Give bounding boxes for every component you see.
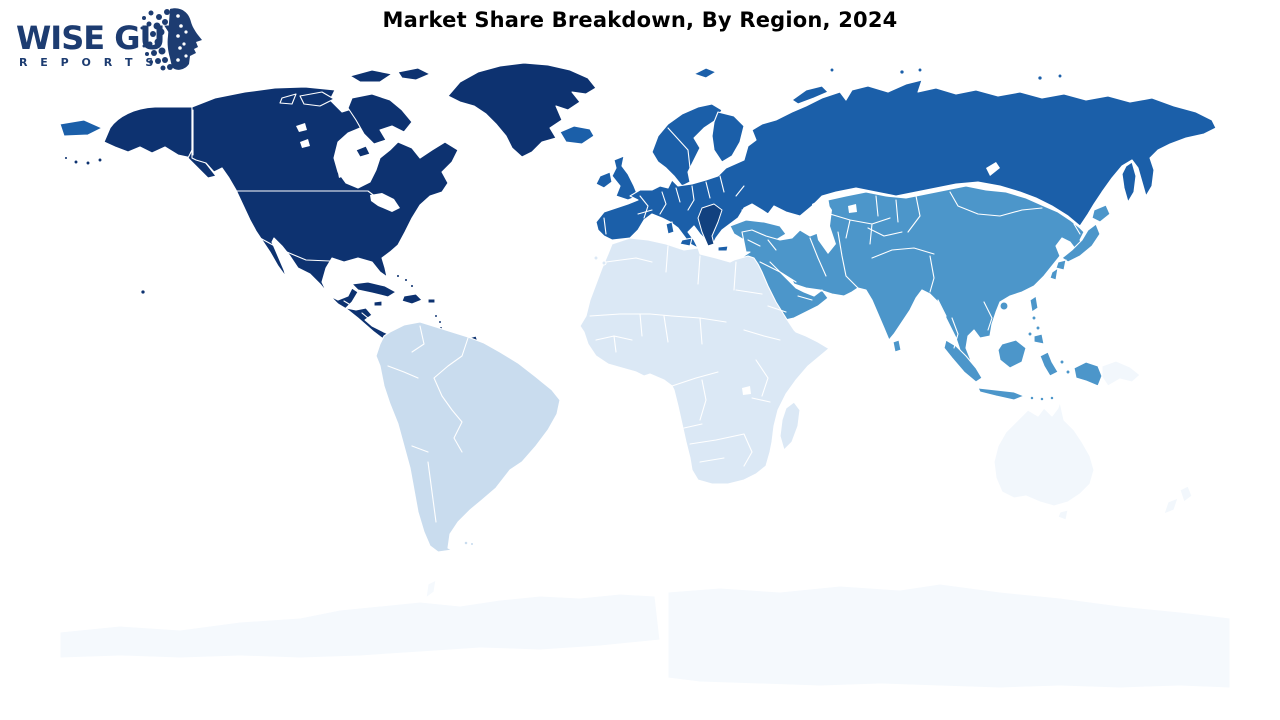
victoria-island xyxy=(299,91,335,107)
balkans xyxy=(697,203,723,247)
java xyxy=(977,387,1025,401)
ellesmere-island xyxy=(349,69,393,83)
australia xyxy=(993,401,1095,507)
region-north-america xyxy=(63,62,597,359)
antarctica-east xyxy=(667,583,1231,689)
bahamas xyxy=(395,273,401,279)
page-title: Market Share Breakdown, By Region, 2024 xyxy=(382,8,898,32)
sumatra xyxy=(943,339,983,383)
scandinavia xyxy=(651,103,723,187)
franz-josef-land xyxy=(829,67,835,73)
arctic-island xyxy=(397,67,431,81)
borneo xyxy=(997,339,1027,369)
alaska xyxy=(103,106,193,159)
taiwan xyxy=(1049,267,1059,281)
great-slave-lake xyxy=(300,139,310,148)
region-africa xyxy=(579,237,833,485)
lake-victoria xyxy=(742,386,751,395)
tasmania xyxy=(1057,509,1069,521)
baffin-island xyxy=(347,93,413,145)
hokkaido xyxy=(1091,204,1111,223)
finland xyxy=(711,111,745,163)
new-zealand-north xyxy=(1179,485,1193,503)
region-south-america xyxy=(375,321,561,553)
canada-us-mexico-mainland xyxy=(191,86,459,341)
jamaica xyxy=(373,300,383,307)
lake-baikal xyxy=(986,162,1000,176)
africa-mainland xyxy=(579,237,833,485)
papua-new-guinea xyxy=(1101,360,1141,387)
aral-sea xyxy=(848,204,857,213)
mindanao xyxy=(1033,333,1045,345)
ireland xyxy=(595,171,613,189)
south-america-mainland xyxy=(375,321,561,553)
antarctica-west xyxy=(59,593,661,659)
southampton-island xyxy=(355,145,371,158)
canary-islands xyxy=(593,255,599,261)
country-borders xyxy=(192,109,1081,523)
sri-lanka xyxy=(892,339,902,353)
logo-subtext: R E P O R T S xyxy=(19,56,158,69)
severnaya-zemlya xyxy=(899,69,905,75)
greenland xyxy=(447,62,597,158)
region-antarctica xyxy=(59,579,1231,689)
sulawesi xyxy=(1039,351,1059,377)
hispaniola xyxy=(401,293,423,305)
puerto-rico xyxy=(427,298,436,304)
caspian-sea xyxy=(812,198,836,254)
banks-island xyxy=(279,93,297,105)
great-bear-lake xyxy=(296,123,307,132)
wiseguy-logo: WISE GUY R E P O R T S xyxy=(16,8,202,71)
antarctic-peninsula xyxy=(425,579,437,599)
region-europe-dark xyxy=(697,203,723,247)
chukotka-sliver xyxy=(59,119,103,137)
madagascar xyxy=(779,401,801,451)
sardinia xyxy=(665,221,675,235)
lesser-antilles xyxy=(433,313,439,319)
hawaii xyxy=(140,289,146,295)
new-zealand-south xyxy=(1163,497,1179,515)
new-siberian-islands xyxy=(1037,75,1043,81)
sicily xyxy=(679,237,693,247)
new-guinea-west xyxy=(1073,361,1103,387)
crete xyxy=(717,245,729,252)
region-oceania xyxy=(993,360,1193,521)
falkland-islands xyxy=(463,540,469,546)
iceland xyxy=(559,125,595,145)
luzon xyxy=(1029,295,1039,313)
lake-winnipeg xyxy=(337,165,344,178)
logo-head-icon xyxy=(140,8,202,71)
cuba xyxy=(351,281,397,298)
sakhalin xyxy=(1121,161,1137,203)
kyushu xyxy=(1055,259,1067,271)
hainan xyxy=(999,301,1009,311)
svalbard xyxy=(693,67,717,79)
novaya-zemlya xyxy=(791,85,829,105)
